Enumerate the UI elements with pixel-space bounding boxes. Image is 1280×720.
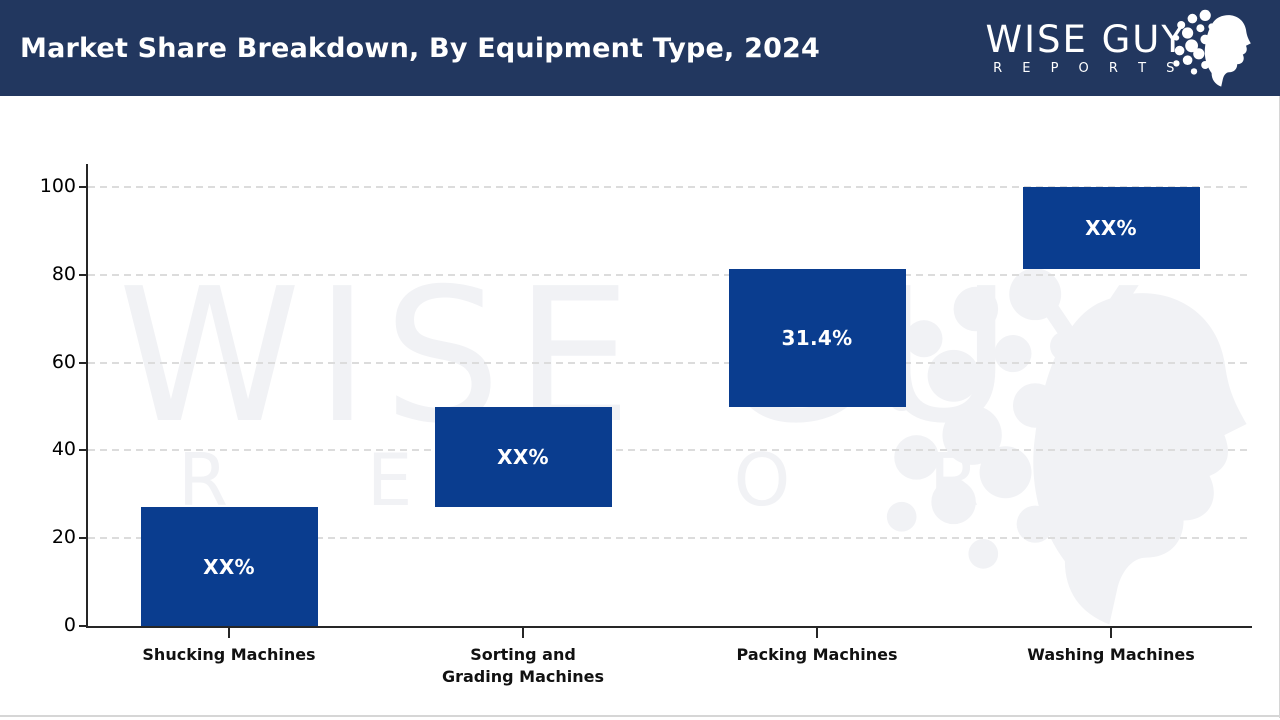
y-tick-mark (79, 186, 88, 188)
gridline-60 (88, 361, 1252, 364)
waterfall-chart: 0 20 40 60 80 100 XX% Shucking Machines XX% Sorti… (0, 96, 1280, 716)
y-tick-mark (79, 449, 88, 452)
y-tick-label: 40 (51, 438, 76, 461)
chart-area: WISE GUY R E P O R T S 020406080100XX%Sh… (0, 96, 1280, 716)
x-tick-mark (816, 628, 818, 638)
y-tick-mark (79, 537, 88, 540)
y-tick-label: 20 (51, 526, 76, 549)
chart-title: Market Share Breakdown, By Equipment Typ… (20, 32, 821, 64)
category-label: Sorting and Grading Machines (441, 645, 604, 686)
gridline-20 (88, 537, 1252, 540)
y-tick-mark (79, 361, 88, 364)
y-axis-line (86, 164, 88, 628)
wiseguy-head-icon (1173, 9, 1251, 87)
bar-2: 31.4% (728, 269, 906, 407)
bar-3: XX% (1022, 187, 1200, 270)
bar-value-label: XX% (203, 554, 255, 579)
logo-subtitle: R E P O R T S (993, 60, 1183, 76)
gridline-100 (88, 186, 1252, 188)
gridline-40 (88, 449, 1252, 452)
logo-text: WISE GUY R E P O R T S (986, 21, 1186, 76)
x-axis-line (86, 626, 1252, 628)
x-tick-mark (228, 628, 230, 638)
logo-wordmark: WISE GUY (985, 17, 1186, 61)
category-label: Packing Machines (736, 645, 898, 664)
bar-value-label: 31.4% (781, 326, 853, 350)
wiseguy-logo: WISE GUY R E P O R T S (986, 7, 1258, 89)
gridline-80 (88, 273, 1252, 276)
x-tick-mark (1110, 628, 1112, 638)
category-label: Shucking Machines (142, 645, 316, 664)
footer-divider (0, 715, 1280, 717)
y-tick-label: 0 (63, 614, 76, 637)
header-bar: Market Share Breakdown, By Equipment Typ… (0, 0, 1280, 96)
bar-1: XX% (434, 406, 612, 508)
bar-0: XX% (140, 507, 318, 626)
y-tick-mark (79, 273, 88, 276)
y-tick-label: 60 (51, 350, 76, 373)
category-label: Washing Machines (1027, 645, 1195, 664)
bar-value-label: XX% (1085, 216, 1137, 241)
y-tick-label: 80 (51, 262, 76, 285)
y-tick-label: 100 (39, 175, 76, 198)
y-tick-mark (79, 625, 88, 627)
bar-value-label: XX% (497, 445, 549, 470)
x-tick-mark (522, 628, 524, 638)
